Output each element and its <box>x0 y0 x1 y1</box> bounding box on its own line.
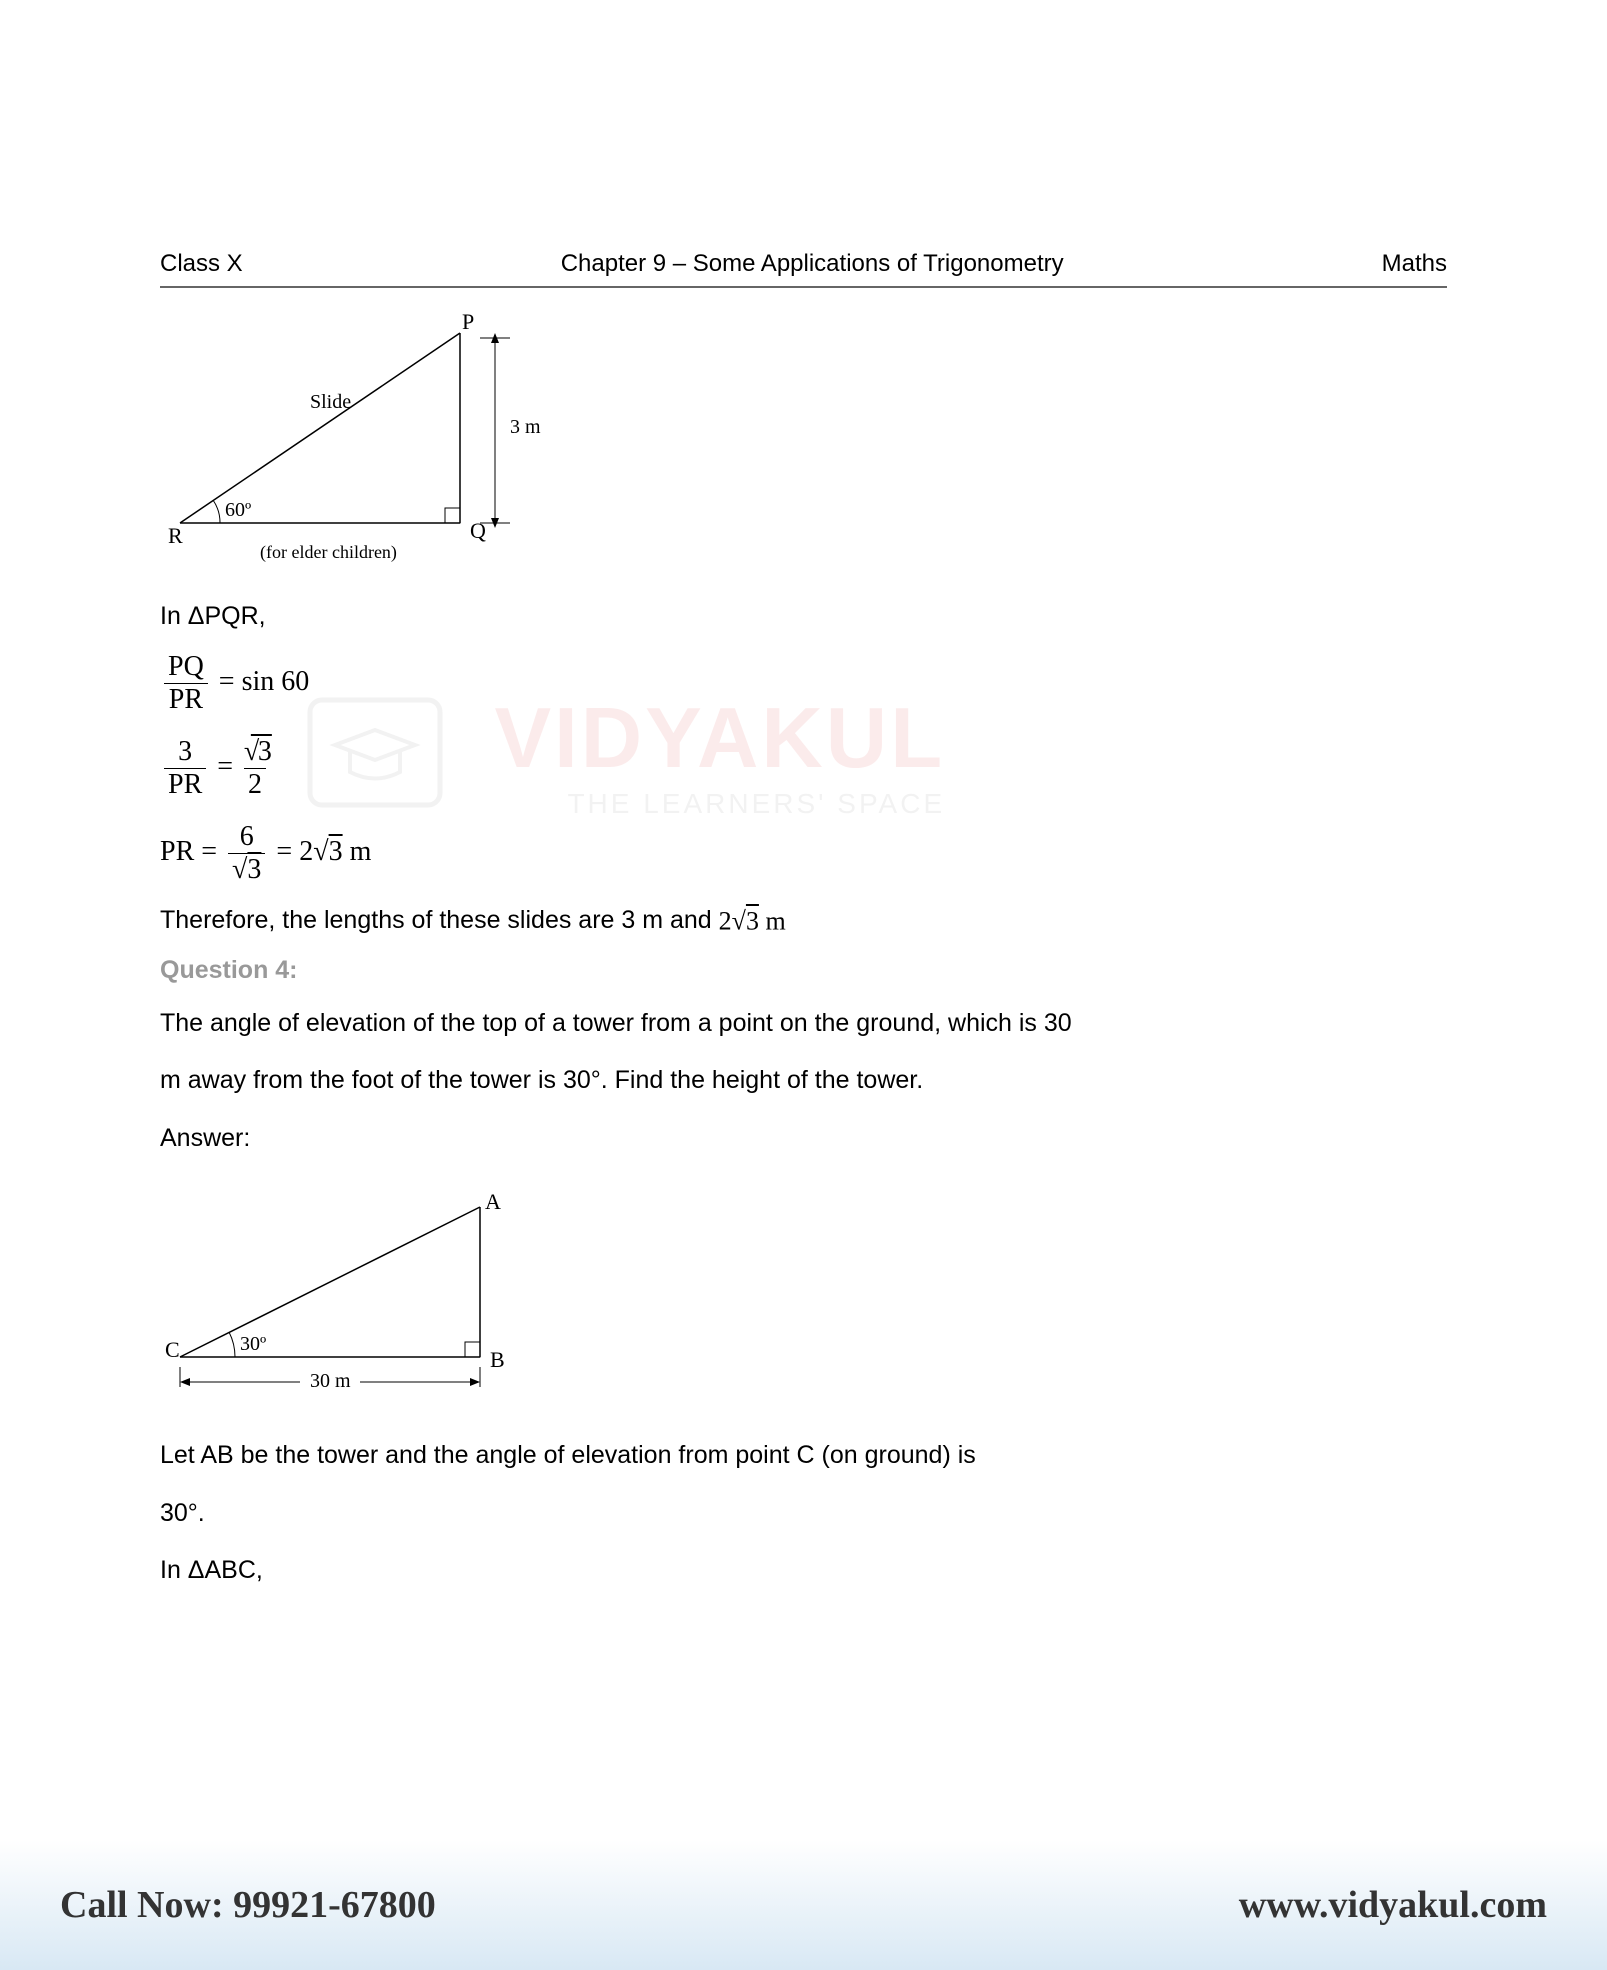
eq1: PQ PR = sin 60 <box>160 651 1447 716</box>
vertex-b: B <box>490 1347 505 1372</box>
eq1-num: PQ <box>164 651 208 684</box>
angle-60: 60º <box>225 499 251 521</box>
eq3: PR = 6 √3 = 2√3 m <box>160 821 1447 886</box>
header-left: Class X <box>160 250 243 278</box>
eq2: 3 PR = 3√ 2 <box>160 736 1447 801</box>
base-30m: 30 m <box>310 1370 351 1392</box>
page-header: Class X Chapter 9 – Some Applications of… <box>160 250 1447 288</box>
pqr-caption: (for elder children) <box>260 542 397 563</box>
eq3-num: 6 <box>228 821 265 854</box>
therefore: Therefore, the lengths of these slides a… <box>160 906 1447 936</box>
sol2-line3: In ΔABC, <box>160 1547 1447 1595</box>
vertex-p: P <box>462 313 474 334</box>
vertex-c: C <box>165 1337 180 1362</box>
eq3-rhs: = 2√3 m <box>276 835 371 866</box>
eq1-den: PR <box>164 684 208 716</box>
eq2-rnum: 3√ <box>244 736 266 769</box>
therefore-val: 2√3 m <box>719 906 786 935</box>
header-right: Maths <box>1382 250 1447 278</box>
diagram-abc: A B C 30º 30 m <box>160 1187 1447 1412</box>
triangle-abc-svg: A B C 30º 30 m <box>160 1187 560 1407</box>
question-4-label: Question 4: <box>160 956 1447 985</box>
therefore-text: Therefore, the lengths of these slides a… <box>160 906 719 934</box>
eq3-lhs: PR = <box>160 835 217 866</box>
footer-phone: Call Now: 99921-67800 <box>60 1883 436 1927</box>
eq2-rden: 2 <box>244 769 266 801</box>
sol2-line2: 30°. <box>160 1490 1447 1538</box>
answer-label: Answer: <box>160 1115 1447 1163</box>
triangle-pqr-svg: P Q R Slide 60º (for elder children) 3 m <box>160 313 600 573</box>
q4-text-2: m away from the foot of the tower is 30°… <box>160 1057 1447 1105</box>
page-footer: Call Now: 99921-67800 www.vidyakul.com <box>0 1840 1607 1970</box>
header-center: Chapter 9 – Some Applications of Trigono… <box>561 250 1064 278</box>
footer-website: www.vidyakul.com <box>1239 1883 1547 1927</box>
vertex-r: R <box>168 523 183 548</box>
slide-label: Slide <box>310 391 351 413</box>
eq2-lnum: 3 <box>164 736 206 769</box>
vertex-a: A <box>485 1189 501 1214</box>
sol2-line1: Let AB be the tower and the angle of ele… <box>160 1432 1447 1480</box>
angle-30: 30º <box>240 1333 266 1355</box>
eq3-den: √3 <box>228 854 265 886</box>
diagram-pqr: P Q R Slide 60º (for elder children) 3 m <box>160 313 1447 578</box>
height-3m: 3 m <box>510 416 541 438</box>
eq1-rhs: = sin 60 <box>219 665 309 696</box>
eq2-lden: PR <box>164 769 206 801</box>
in-pqr: In ΔPQR, <box>160 593 1447 641</box>
q4-text-1: The angle of elevation of the top of a t… <box>160 1000 1447 1048</box>
vertex-q: Q <box>470 518 486 543</box>
